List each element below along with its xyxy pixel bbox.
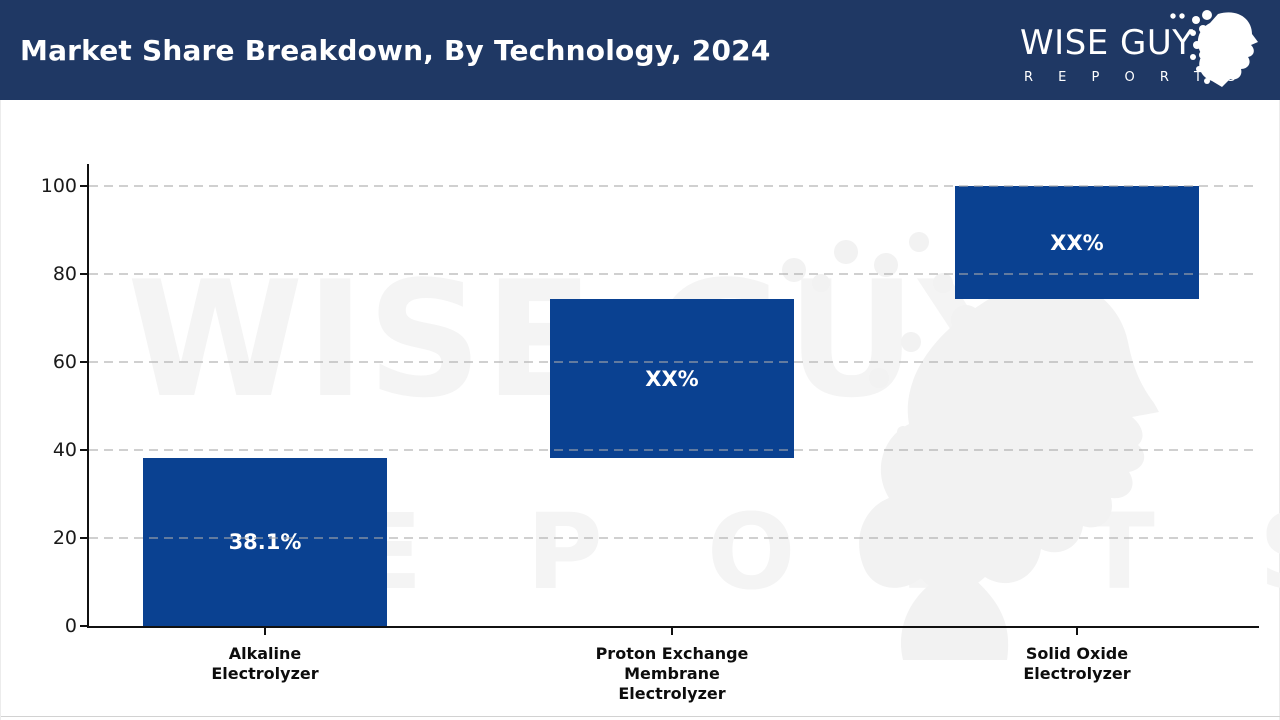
bar-3[interactable]: XX% xyxy=(955,186,1199,300)
y-tick-40 xyxy=(80,449,88,451)
bar-1[interactable]: 38.1% xyxy=(143,458,387,626)
y-tick-label-60: 60 xyxy=(52,351,77,373)
y-tick-100 xyxy=(80,185,88,187)
page-title: Market Share Breakdown, By Technology, 2… xyxy=(20,33,771,67)
header: Market Share Breakdown, By Technology, 2… xyxy=(0,0,1280,100)
bar-value-label: 38.1% xyxy=(228,530,302,555)
x-tick-3 xyxy=(1076,628,1078,635)
x-category-label-line: Proton Exchange xyxy=(595,644,749,663)
y-gridline-20 xyxy=(89,537,1259,539)
watermark-face-silhouette-icon xyxy=(859,278,1159,593)
x-axis-line xyxy=(87,626,1259,628)
chart-area: WISE GUY R E P O R T S 0 20 40 60 80 100 38.1%… xyxy=(0,100,1280,720)
y-gridline-80 xyxy=(89,273,1259,275)
x-category-label-line: Alkaline xyxy=(228,644,302,663)
y-tick-0 xyxy=(80,625,88,627)
brand-logo-wordmark: WISE GUY xyxy=(1020,23,1194,63)
brand-face-silhouette-icon xyxy=(1197,12,1258,88)
y-gridline-100 xyxy=(89,185,1259,187)
bar-2[interactable]: XX% xyxy=(550,299,794,459)
x-category-label-line: Solid Oxide xyxy=(1025,644,1129,663)
y-tick-label-40: 40 xyxy=(52,439,77,461)
x-tick-2 xyxy=(671,628,673,635)
x-category-label-line: Electrolyzer xyxy=(618,684,726,703)
x-category-label-1: Alkaline Electrolyzer xyxy=(95,644,435,684)
bar-value-label: XX% xyxy=(1050,230,1104,255)
x-category-label-line: Membrane xyxy=(624,664,720,683)
y-tick-label-20: 20 xyxy=(52,527,77,549)
bar-value-label: XX% xyxy=(645,366,699,391)
y-gridline-60 xyxy=(89,361,1259,363)
x-category-label-line: Electrolyzer xyxy=(211,664,319,683)
x-category-label-3: Solid Oxide Electrolyzer xyxy=(907,644,1247,684)
y-tick-80 xyxy=(80,273,88,275)
bottom-divider xyxy=(1,716,1280,717)
y-tick-60 xyxy=(80,361,88,363)
brand-head-dots-icon xyxy=(1170,10,1258,88)
x-tick-1 xyxy=(264,628,266,635)
y-tick-20 xyxy=(80,537,88,539)
y-tick-label-100: 100 xyxy=(40,175,77,197)
y-gridline-40 xyxy=(89,449,1259,451)
y-tick-label-0: 0 xyxy=(64,615,77,637)
x-category-label-2: Proton Exchange Membrane Electrolyzer xyxy=(502,644,842,704)
brand-logo: WISE GUY R E P O R T S xyxy=(1018,6,1266,94)
brand-logo-reports: R E P O R T S xyxy=(1024,70,1246,85)
x-category-label-line: Electrolyzer xyxy=(1023,664,1131,683)
y-axis-line xyxy=(87,164,89,628)
brand-logo-graphic: WISE GUY R E P O R T S xyxy=(1020,10,1258,88)
y-tick-label-80: 80 xyxy=(52,263,77,285)
